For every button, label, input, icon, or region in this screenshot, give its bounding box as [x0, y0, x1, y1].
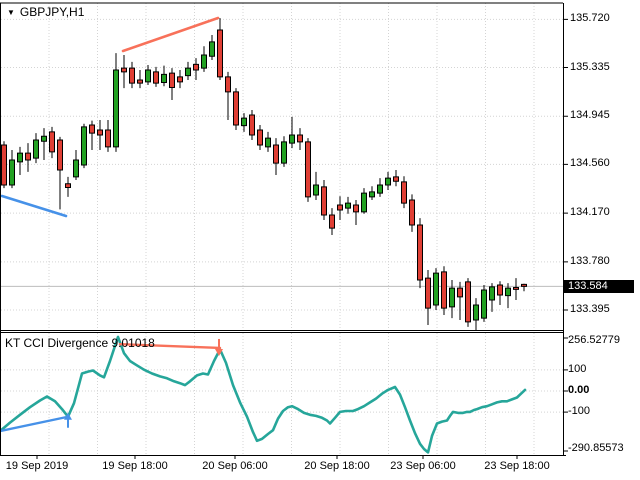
- candlestick: [305, 141, 311, 198]
- candlestick: [425, 277, 431, 309]
- candlestick: [81, 126, 87, 166]
- candlestick: [361, 192, 367, 213]
- current-price-badge: 133.584: [564, 280, 634, 294]
- time-axis-label: 23 Sep 06:00: [390, 460, 456, 472]
- candlestick: [1, 144, 7, 186]
- candlestick: [489, 286, 495, 301]
- candlestick: [377, 184, 383, 194]
- indicator-label: KT CCI Divergence 9.01018: [5, 336, 155, 350]
- candlestick: [153, 71, 159, 84]
- chart-dropdown-icon[interactable]: ▼: [7, 8, 15, 17]
- cci-axis-label: 0.00: [568, 384, 590, 396]
- candlestick: [233, 91, 239, 126]
- candlestick: [65, 183, 71, 188]
- candlestick: [217, 29, 223, 78]
- candlestick: [121, 67, 127, 73]
- time-axis-label: 23 Sep 18:00: [484, 460, 550, 472]
- candlestick: [177, 76, 183, 83]
- price-axis-label: 134.560: [570, 157, 610, 170]
- candlestick: [73, 159, 79, 178]
- candlestick: [169, 72, 175, 88]
- candlestick: [337, 204, 343, 211]
- candlestick: [193, 63, 199, 71]
- cci-line: [0, 335, 527, 454]
- candlestick: [513, 287, 519, 290]
- candlestick: [257, 129, 263, 146]
- bearish-divergence-line[interactable]: [121, 16, 220, 53]
- candlestick: [289, 134, 295, 144]
- price-axis-label: 135.335: [570, 60, 610, 73]
- candlestick: [521, 283, 527, 287]
- candlestick: [185, 67, 191, 77]
- candlestick: [49, 131, 55, 153]
- bearish-divergence-line[interactable]: [118, 342, 222, 350]
- candlestick: [113, 69, 119, 148]
- candlestick: [497, 284, 503, 296]
- cci-axis-label: -290.85573: [568, 442, 624, 454]
- candlestick: [41, 135, 47, 142]
- candlestick: [369, 191, 375, 198]
- price-axis-label: 134.170: [570, 206, 610, 219]
- time-axis-label: 19 Sep 18:00: [102, 460, 168, 472]
- time-axis-label: 20 Sep 06:00: [202, 460, 268, 472]
- candlestick: [57, 139, 63, 171]
- candlestick: [249, 114, 255, 136]
- cci-axis-label: 256.52779: [568, 334, 620, 346]
- candlestick: [137, 79, 143, 84]
- price-axis-label: 133.780: [570, 254, 610, 267]
- candlestick: [161, 73, 167, 83]
- symbol-text: GBPJPY,H1: [19, 5, 85, 19]
- candlestick: [385, 177, 391, 186]
- candlestick: [329, 214, 335, 229]
- candlestick: [17, 152, 23, 163]
- candlestick: [353, 204, 359, 213]
- candlestick: [25, 152, 31, 161]
- candlestick: [297, 134, 303, 143]
- divergence-arrow-down: [215, 348, 223, 356]
- candlestick: [321, 186, 327, 216]
- candlestick: [505, 287, 511, 297]
- candlestick: [9, 159, 15, 186]
- candlestick: [465, 281, 471, 323]
- candlestick: [105, 129, 111, 148]
- candlestick: [449, 287, 455, 308]
- candlestick: [433, 272, 439, 306]
- candlestick: [209, 41, 215, 57]
- candlestick: [401, 181, 407, 204]
- candlestick: [393, 176, 399, 182]
- divergence-arrow-up: [64, 412, 72, 420]
- candlestick: [241, 117, 247, 127]
- candlestick: [145, 69, 151, 83]
- candlestick: [33, 139, 39, 159]
- price-axis-label: 135.720: [570, 12, 610, 25]
- candlestick: [89, 124, 95, 134]
- candlestick: [265, 137, 271, 148]
- candlestick: [345, 202, 351, 209]
- cci-axis-label: -100: [568, 405, 591, 418]
- candlestick: [201, 54, 207, 69]
- cci-axis-label: 100: [568, 362, 587, 375]
- candlestick: [313, 184, 319, 196]
- price-axis-label: 134.945: [570, 109, 610, 122]
- candlestick: [441, 271, 447, 309]
- bullish-divergence-line[interactable]: [0, 194, 68, 218]
- time-axis-label: 19 Sep 2019: [5, 460, 69, 472]
- candlestick: [281, 141, 287, 164]
- symbol-label: ▼ GBPJPY,H1: [7, 5, 84, 19]
- bullish-divergence-line[interactable]: [0, 415, 70, 433]
- candlestick: [417, 224, 423, 281]
- candlestick: [409, 199, 415, 226]
- candlestick: [473, 304, 479, 321]
- candlestick: [225, 76, 231, 93]
- candlestick: [273, 144, 279, 164]
- candlestick: [97, 129, 103, 136]
- candlestick: [457, 287, 463, 298]
- candlestick: [481, 289, 487, 319]
- candlestick: [129, 67, 135, 84]
- time-axis-label: 20 Sep 18:00: [304, 460, 370, 472]
- price-axis-label: 133.395: [570, 303, 610, 315]
